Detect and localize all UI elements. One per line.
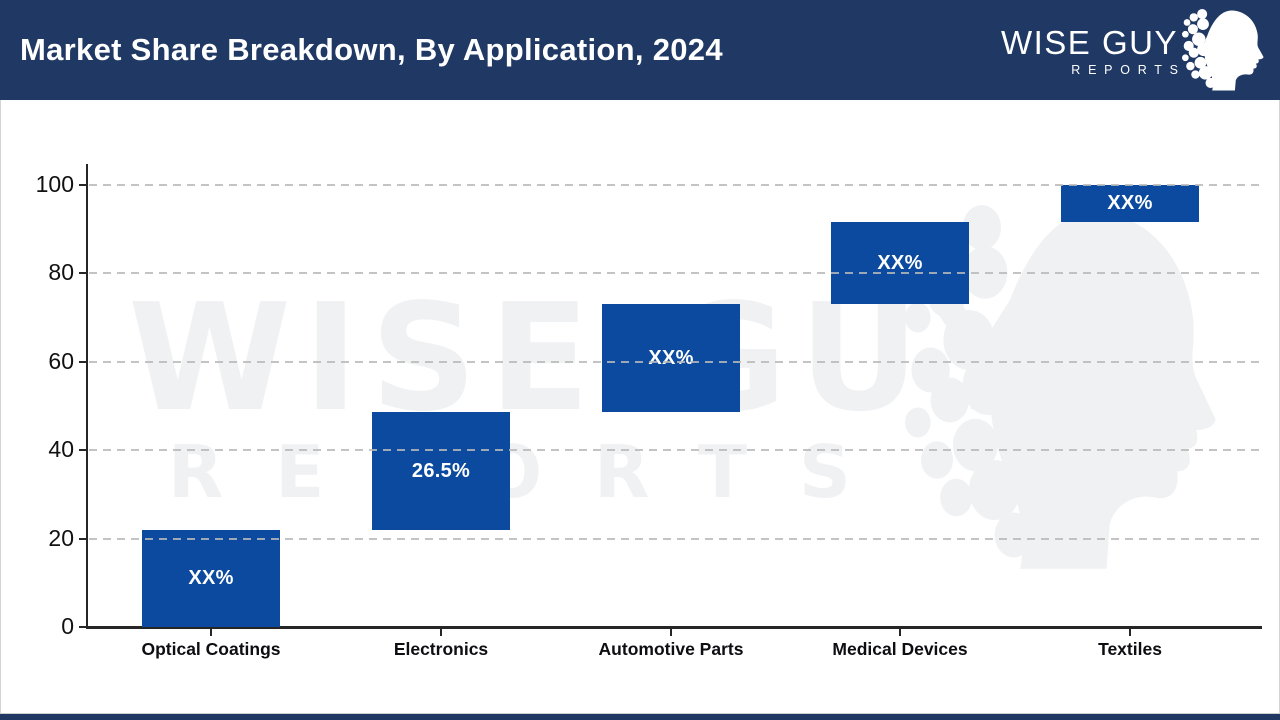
bar-optical-coatings: XX% xyxy=(142,529,280,627)
frame-bottom-line xyxy=(0,713,1280,714)
category-label-2: Automotive Parts xyxy=(598,639,744,659)
bar-value-label: XX% xyxy=(877,251,923,274)
x-tick-1 xyxy=(440,629,442,636)
y-tick-label-60: 60 xyxy=(48,347,74,374)
brand-logo-name: WISE GUY xyxy=(1000,23,1178,61)
y-axis-line xyxy=(86,164,88,629)
y-tick-label-80: 80 xyxy=(48,259,74,285)
y-tick-60 xyxy=(79,360,87,363)
category-label-1: Electronics xyxy=(393,639,489,659)
x-tick-4 xyxy=(1129,629,1131,636)
gridline-y40 xyxy=(89,449,1262,451)
y-tick-100 xyxy=(79,183,87,186)
y-tick-20 xyxy=(79,537,87,540)
watermark-brand-line2: REPORTS xyxy=(168,430,903,514)
y-tick-label-0: 0 xyxy=(61,613,74,639)
category-label-4: Textiles xyxy=(1098,639,1162,659)
bar-electronics: 26.5% xyxy=(372,412,510,530)
y-tick-label-20: 20 xyxy=(48,524,74,551)
brand-logo-sub: REPORTS xyxy=(1071,62,1186,77)
footer-bar xyxy=(0,714,1280,720)
page-title: Market Share Breakdown, By Application, … xyxy=(20,32,723,67)
gridline-y80 xyxy=(89,272,1262,274)
bar-medical-devices: XX% xyxy=(831,222,969,304)
brand-head-icon xyxy=(1182,9,1264,91)
header-bar: Market Share Breakdown, By Application, … xyxy=(0,0,1280,100)
y-tick-label-100: 100 xyxy=(35,170,74,197)
brand-logo: WISE GUY REPORTS xyxy=(1001,8,1268,94)
category-label-3: Medical Devices xyxy=(832,639,968,659)
bar-textiles: XX% xyxy=(1061,184,1199,223)
x-tick-2 xyxy=(670,629,672,636)
y-tick-label-40: 40 xyxy=(48,436,74,462)
category-label-0: Optical Coatings xyxy=(141,639,281,659)
bar-value-label: XX% xyxy=(648,346,694,369)
bar-automotive-parts: XX% xyxy=(602,303,740,413)
y-tick-0 xyxy=(79,626,87,628)
gridline-y20 xyxy=(89,537,1262,540)
x-tick-3 xyxy=(899,629,901,636)
bar-value-label: XX% xyxy=(188,566,234,589)
bar-value-label: XX% xyxy=(1107,191,1153,214)
x-tick-0 xyxy=(210,629,212,636)
gridline-y60 xyxy=(89,360,1262,363)
y-tick-40 xyxy=(79,449,87,451)
x-axis-line xyxy=(86,626,1262,629)
bar-value-label: 26.5% xyxy=(411,459,471,482)
gridline-y100 xyxy=(89,183,1262,186)
y-tick-80 xyxy=(79,272,87,274)
